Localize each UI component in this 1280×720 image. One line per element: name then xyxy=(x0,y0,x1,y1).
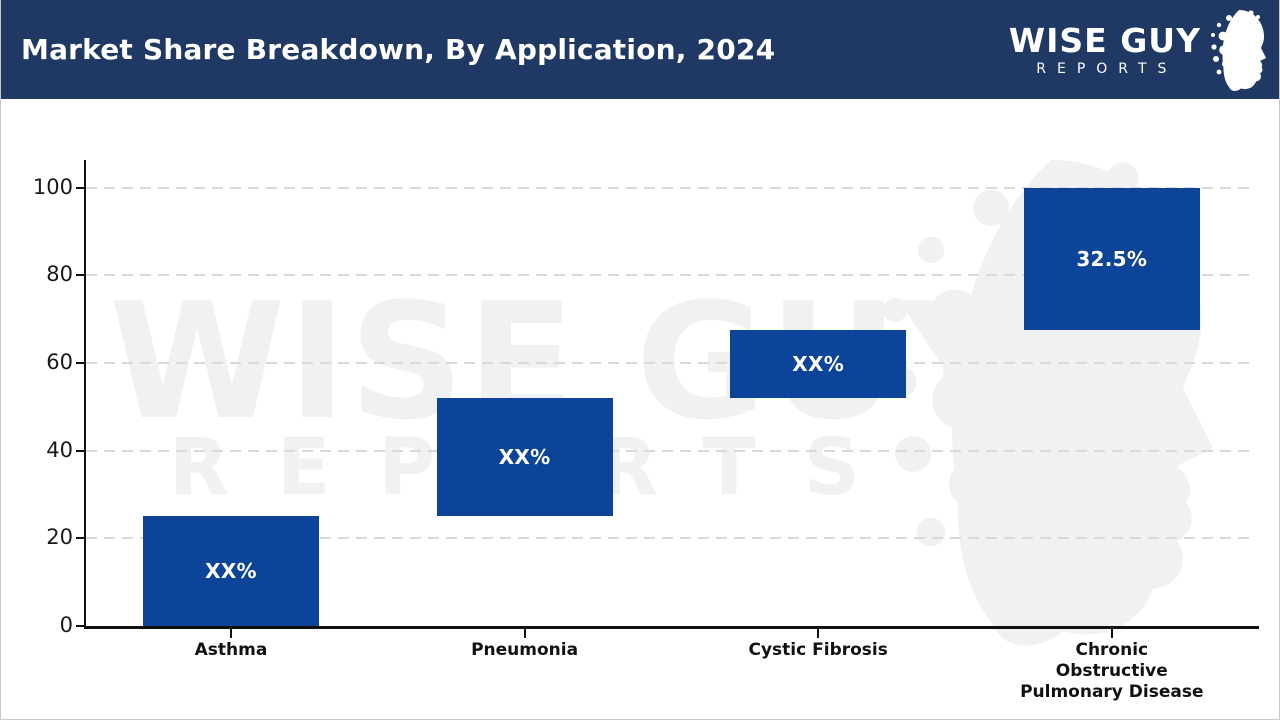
header-banner: Market Share Breakdown, By Application, … xyxy=(1,0,1279,99)
y-tick-mark xyxy=(76,449,85,452)
x-tick-mark xyxy=(523,629,526,638)
dotted-face-profile-icon xyxy=(1211,10,1266,91)
grid-line xyxy=(86,449,1252,452)
bar: XX% xyxy=(730,330,907,399)
brand-subname: REPORTS xyxy=(1036,60,1178,77)
bar-value-label: XX% xyxy=(792,352,845,377)
y-tick-label: 20 xyxy=(46,525,73,550)
x-axis-line xyxy=(84,626,1259,629)
y-tick-label: 80 xyxy=(46,262,73,287)
chart-title: Market Share Breakdown, By Application, … xyxy=(21,33,776,66)
bar: XX% xyxy=(143,516,319,626)
x-category-label: Cystic Fibrosis xyxy=(748,640,888,660)
x-category-label: Asthma xyxy=(194,640,268,660)
y-tick-label: 60 xyxy=(46,350,73,375)
x-category-label: Chronic Obstructive Pulmonary Disease xyxy=(1020,640,1204,702)
y-tick-label: 100 xyxy=(32,174,73,199)
y-tick-label: 40 xyxy=(46,437,73,462)
bar-value-label: XX% xyxy=(498,445,551,470)
brand-logo-text: WISE GUY REPORTS xyxy=(1008,20,1201,77)
y-tick-label: 0 xyxy=(59,613,73,637)
bar: XX% xyxy=(436,398,613,517)
y-axis-line xyxy=(84,160,86,628)
y-tick-mark xyxy=(76,274,85,277)
y-tick-mark xyxy=(76,537,85,540)
y-tick-mark xyxy=(76,625,85,627)
bar-value-label: XX% xyxy=(205,559,257,584)
y-tick-mark xyxy=(76,186,85,189)
x-tick-mark xyxy=(1110,629,1113,638)
grid-line xyxy=(86,186,1252,189)
grid-line xyxy=(86,274,1252,277)
brand-logo: WISE GUY REPORTS xyxy=(1009,8,1269,92)
x-category-label: Pneumonia xyxy=(471,640,579,660)
grid-line xyxy=(86,362,1252,365)
x-tick-mark xyxy=(230,629,232,638)
y-tick-mark xyxy=(76,362,85,365)
brand-name: WISE GUY xyxy=(1008,20,1201,60)
bar: 32.5% xyxy=(1023,187,1200,331)
x-tick-mark xyxy=(817,629,820,638)
grid-line xyxy=(86,537,1252,540)
bar-value-label: 32.5% xyxy=(1076,246,1148,271)
